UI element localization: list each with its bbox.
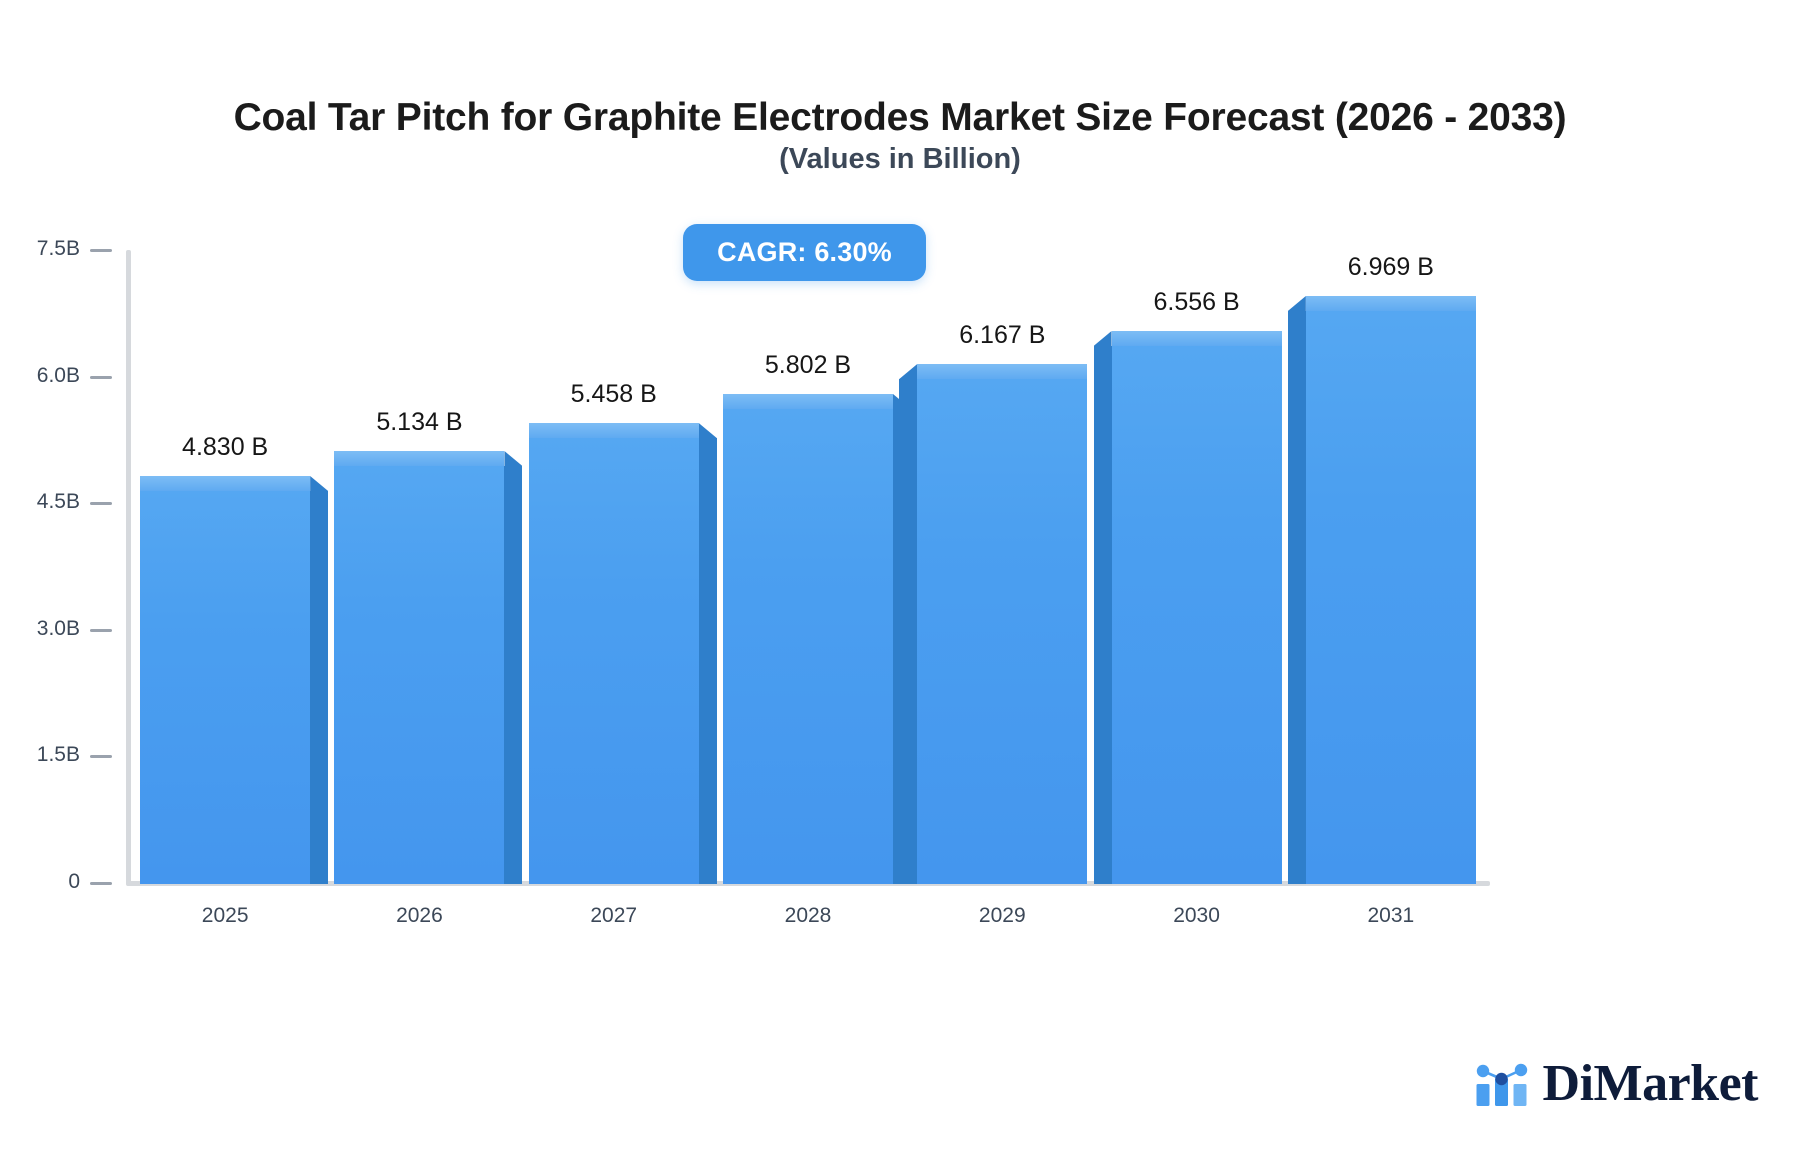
y-axis-tick-label: 7.5B: [36, 237, 80, 260]
bar-column: 6.556 B: [1093, 288, 1282, 884]
bar-side-face: [1287, 311, 1306, 884]
y-axis-tick-mark: [90, 628, 112, 632]
y-axis-line: [126, 250, 131, 886]
bar: [140, 476, 311, 884]
bar: [528, 423, 699, 884]
y-axis-tick-mark: [90, 882, 112, 885]
bar-top-bevel: [899, 364, 918, 379]
x-axis-tick-label: 2026: [396, 904, 443, 927]
x-axis-tick-label: 2031: [1367, 904, 1415, 927]
plot-area: 4.830 B 5.134 B 5.458 B 5.802 B 6.167 B 6.556…: [128, 250, 1488, 884]
bar-top-bevel: [1287, 296, 1306, 311]
x-axis-tick-label: 2030: [1173, 904, 1220, 927]
bar-value-label: 4.830 B: [182, 433, 269, 461]
bar-value-label: 6.167 B: [959, 321, 1046, 349]
bar-side-face: [310, 491, 329, 884]
bar-column: 5.802 B: [723, 351, 911, 884]
bar-chart-icon: [1474, 1060, 1530, 1108]
bar-column: 5.458 B: [528, 380, 717, 884]
bar-top-bevel: [1093, 331, 1112, 346]
bar-side-face: [698, 438, 717, 884]
bar-column: 5.134 B: [334, 408, 523, 884]
dimarket-logo: DiMarket: [1474, 1054, 1759, 1112]
y-axis-tick-label: 1.5B: [36, 743, 80, 767]
chart-title: Coal Tar Pitch for Graphite Electrodes M…: [233, 96, 1567, 139]
bar-top-face: [1305, 296, 1476, 311]
x-axis-tick-label: 2025: [201, 904, 249, 927]
bar-top-face: [334, 451, 505, 466]
bar-top-face: [723, 394, 893, 409]
bar: [723, 394, 893, 884]
bar-value-label: 5.134 B: [376, 408, 463, 436]
bar-side-face: [1093, 346, 1112, 884]
bar-top-bevel: [504, 451, 523, 466]
x-axis-tick-label: 2027: [590, 904, 638, 927]
bar-column: 6.167 B: [899, 321, 1088, 884]
y-axis: 0 1.5B 3.0B 4.5B 6.0B 7.5B: [0, 0, 126, 1156]
bar-value-label: 6.556 B: [1153, 288, 1240, 316]
y-axis-tick-label: 3.0B: [36, 616, 80, 640]
y-axis-tick-label: 0: [68, 870, 80, 893]
bar: [1305, 296, 1476, 884]
bar-top-bevel: [310, 476, 329, 491]
cagr-badge-label: CAGR: 6.30%: [717, 237, 892, 267]
bar-top-face: [917, 364, 1088, 379]
bar-column: 6.969 B: [1287, 253, 1476, 884]
y-axis-tick-label: 4.5B: [36, 490, 80, 514]
bar: [1111, 331, 1282, 884]
bar: [334, 451, 505, 884]
y-axis-tick-mark: [90, 249, 112, 252]
bar-column: 4.830 B: [140, 433, 329, 884]
x-axis-tick-label: 2029: [978, 904, 1026, 927]
y-axis-tick-mark: [90, 502, 112, 506]
y-axis-tick-mark: [90, 375, 112, 379]
bar-top-face: [1111, 331, 1282, 346]
bar-top-face: [140, 476, 311, 491]
bar-top-face: [528, 423, 699, 438]
x-axis-tick-label: 2028: [784, 904, 832, 927]
logo-wordmark: DiMarket: [1542, 1054, 1759, 1112]
bar-value-label: 6.969 B: [1347, 253, 1434, 281]
bar-side-face: [899, 379, 918, 884]
cagr-badge: CAGR: 6.30%: [683, 224, 926, 281]
bar: [917, 364, 1088, 884]
chart-subtitle: (Values in Billion): [779, 143, 1021, 175]
bar-side-face: [504, 466, 523, 884]
bar-value-label: 5.802 B: [764, 351, 852, 379]
bar-top-bevel: [698, 423, 717, 438]
y-axis-tick-label: 6.0B: [36, 363, 80, 387]
bar-value-label: 5.458 B: [570, 380, 657, 408]
y-axis-tick-mark: [90, 755, 112, 759]
